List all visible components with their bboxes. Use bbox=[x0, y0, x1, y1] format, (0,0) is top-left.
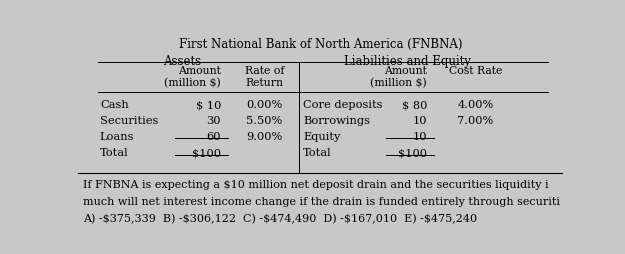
Text: A) -$375,339  B) -$306,122  C) -$474,490  D) -$167,010  E) -$475,240: A) -$375,339 B) -$306,122 C) -$474,490 D… bbox=[83, 213, 477, 224]
Text: 5.50%: 5.50% bbox=[246, 116, 282, 125]
Text: Borrowings: Borrowings bbox=[303, 116, 371, 125]
Text: Total: Total bbox=[100, 148, 129, 158]
Text: 10: 10 bbox=[412, 131, 427, 141]
Text: $ 80: $ 80 bbox=[401, 100, 427, 110]
Text: $ 10: $ 10 bbox=[196, 100, 221, 110]
Text: 60: 60 bbox=[206, 131, 221, 141]
Text: $100: $100 bbox=[192, 148, 221, 158]
Text: 30: 30 bbox=[206, 116, 221, 125]
Text: 10: 10 bbox=[412, 116, 427, 125]
Text: much will net interest income change if the drain is funded entirely through sec: much will net interest income change if … bbox=[83, 196, 560, 206]
Text: 9.00%: 9.00% bbox=[246, 131, 282, 141]
Text: Liabilities and Equity: Liabilities and Equity bbox=[344, 55, 471, 68]
Text: Amount
(million $): Amount (million $) bbox=[370, 66, 427, 88]
Text: 4.00%: 4.00% bbox=[458, 100, 494, 110]
Text: Cash: Cash bbox=[100, 100, 129, 110]
Text: 0.00%: 0.00% bbox=[246, 100, 282, 110]
Text: If FNBNA is expecting a $10 million net deposit drain and the securities liquidi: If FNBNA is expecting a $10 million net … bbox=[83, 179, 549, 189]
Text: Amount
(million $): Amount (million $) bbox=[164, 66, 221, 88]
Text: Equity: Equity bbox=[303, 131, 341, 141]
Text: Rate of
Return: Rate of Return bbox=[245, 66, 284, 87]
Text: 7.00%: 7.00% bbox=[458, 116, 494, 125]
Text: Core deposits: Core deposits bbox=[303, 100, 383, 110]
Text: Cost Rate: Cost Rate bbox=[449, 66, 502, 76]
Text: Assets: Assets bbox=[163, 55, 201, 68]
Text: First National Bank of North America (FNBNA): First National Bank of North America (FN… bbox=[179, 37, 462, 50]
Text: $100: $100 bbox=[398, 148, 427, 158]
Text: Total: Total bbox=[303, 148, 332, 158]
Text: Securities: Securities bbox=[100, 116, 158, 125]
Text: Loans: Loans bbox=[100, 131, 134, 141]
